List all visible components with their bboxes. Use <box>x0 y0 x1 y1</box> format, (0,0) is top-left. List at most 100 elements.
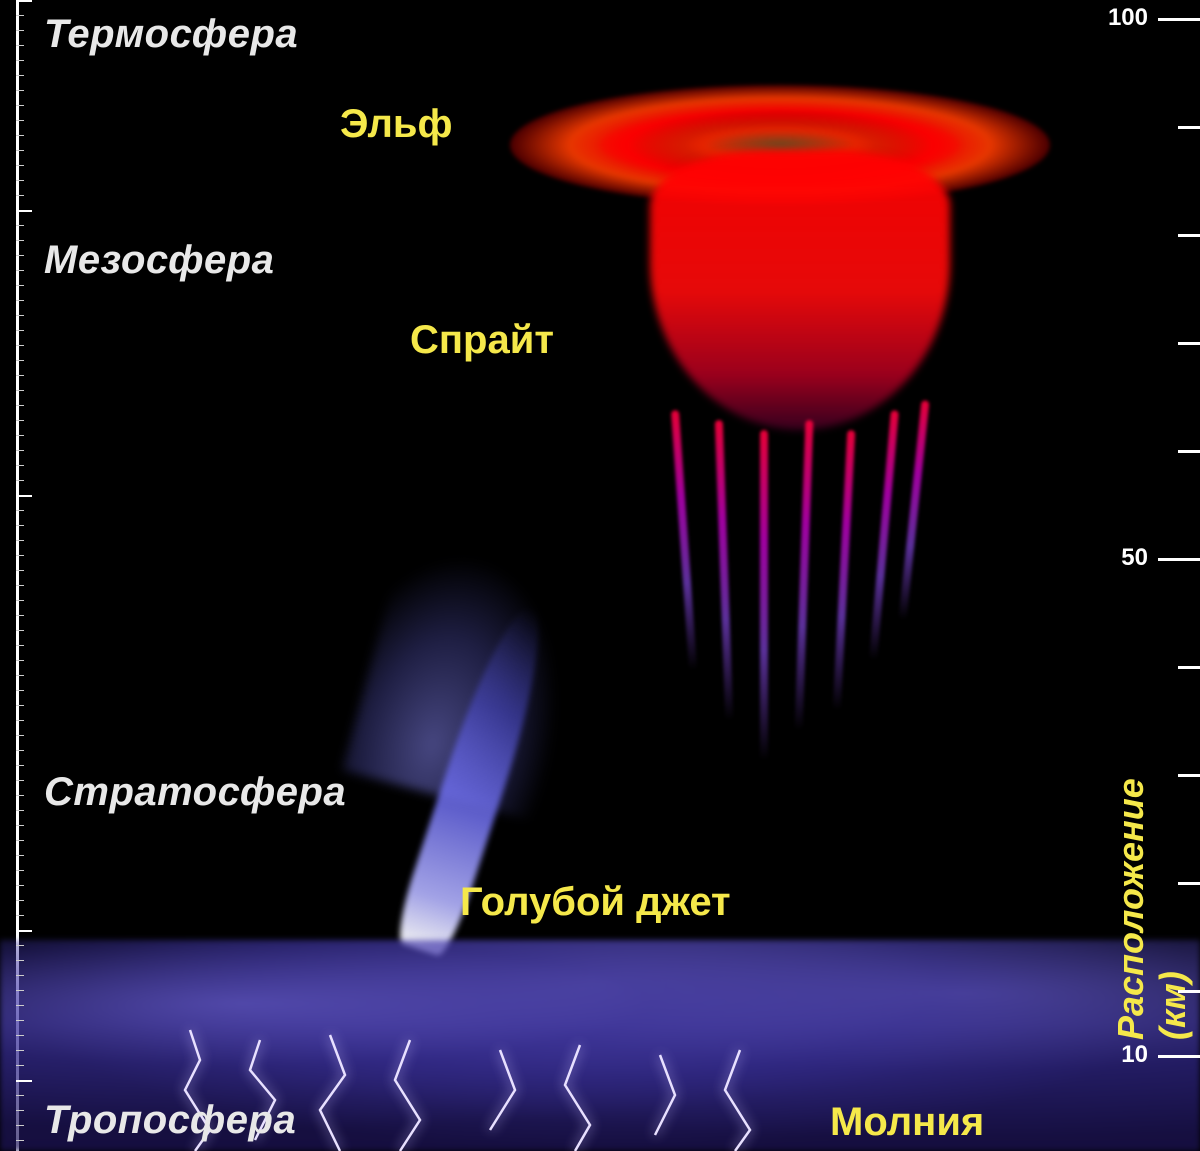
left-ruler-minor-tick <box>16 330 24 331</box>
left-ruler-major-tick <box>16 210 32 212</box>
left-ruler-minor-tick <box>16 90 24 91</box>
left-ruler-minor-tick <box>16 195 24 196</box>
left-ruler-minor-tick <box>16 435 24 436</box>
left-ruler-minor-tick <box>16 810 24 811</box>
left-ruler-minor-tick <box>16 630 24 631</box>
lightning-label: Молния <box>830 1100 984 1145</box>
left-ruler-minor-tick <box>16 420 24 421</box>
altitude-tick <box>1178 126 1200 129</box>
left-ruler-minor-tick <box>16 750 24 751</box>
left-ruler-minor-tick <box>16 825 24 826</box>
left-ruler-minor-tick <box>16 1020 24 1021</box>
left-ruler-minor-tick <box>16 855 24 856</box>
left-ruler-minor-tick <box>16 465 24 466</box>
left-ruler-minor-tick <box>16 345 24 346</box>
left-ruler-minor-tick <box>16 375 24 376</box>
lightning-bolt <box>565 1045 590 1151</box>
left-ruler-minor-tick <box>16 270 24 271</box>
left-ruler-minor-tick <box>16 675 24 676</box>
altitude-tick <box>1178 234 1200 237</box>
lightning-bolt <box>725 1050 750 1151</box>
altitude-tick <box>1158 1055 1200 1058</box>
left-ruler-minor-tick <box>16 525 24 526</box>
altitude-tick <box>1158 558 1200 561</box>
left-ruler-minor-tick <box>16 1095 24 1096</box>
left-ruler-minor-tick <box>16 780 24 781</box>
left-ruler-minor-tick <box>16 585 24 586</box>
left-ruler-minor-tick <box>16 795 24 796</box>
altitude-tick <box>1178 774 1200 777</box>
left-ruler-minor-tick <box>16 180 24 181</box>
altitude-tick <box>1178 666 1200 669</box>
left-ruler-minor-tick <box>16 690 24 691</box>
left-ruler-minor-tick <box>16 225 24 226</box>
lightning-bolt <box>320 1035 345 1151</box>
lightning-bolt <box>490 1050 515 1130</box>
left-ruler-minor-tick <box>16 285 24 286</box>
left-ruler-minor-tick <box>16 1110 24 1111</box>
left-ruler-minor-tick <box>16 720 24 721</box>
left-ruler-minor-tick <box>16 765 24 766</box>
altitude-axis-title: Расположение (км) <box>1110 778 1194 1040</box>
left-ruler-minor-tick <box>16 945 24 946</box>
left-ruler-minor-tick <box>16 990 24 991</box>
left-ruler-minor-tick <box>16 120 24 121</box>
left-ruler-major-tick <box>16 495 32 497</box>
left-ruler-minor-tick <box>16 600 24 601</box>
thermosphere-label: Термосфера <box>44 12 298 57</box>
left-ruler-minor-tick <box>16 60 24 61</box>
left-ruler-minor-tick <box>16 135 24 136</box>
blue-jet-label: Голубой джет <box>460 880 731 925</box>
left-ruler-minor-tick <box>16 645 24 646</box>
left-ruler-minor-tick <box>16 390 24 391</box>
elve-label: Эльф <box>340 102 452 147</box>
left-ruler-minor-tick <box>16 450 24 451</box>
left-ruler-minor-tick <box>16 840 24 841</box>
left-ruler-minor-tick <box>16 105 24 106</box>
left-ruler-minor-tick <box>16 735 24 736</box>
left-ruler-minor-tick <box>16 30 24 31</box>
left-ruler-minor-tick <box>16 1125 24 1126</box>
left-ruler-minor-tick <box>16 315 24 316</box>
left-ruler-minor-tick <box>16 705 24 706</box>
left-ruler-minor-tick <box>16 150 24 151</box>
altitude-tick-label: 10 <box>1121 1041 1148 1069</box>
left-ruler-minor-tick <box>16 915 24 916</box>
lightning-bolts <box>0 0 1200 1151</box>
mesosphere-label: Мезосфера <box>44 238 274 283</box>
left-ruler-major-tick <box>16 930 32 932</box>
left-ruler-minor-tick <box>16 540 24 541</box>
left-ruler-minor-tick <box>16 900 24 901</box>
left-ruler-minor-tick <box>16 360 24 361</box>
left-ruler-minor-tick <box>16 570 24 571</box>
left-ruler-minor-tick <box>16 975 24 976</box>
left-ruler-minor-tick <box>16 885 24 886</box>
left-ruler-minor-tick <box>16 510 24 511</box>
left-ruler-major-tick <box>16 1080 32 1082</box>
left-ruler-minor-tick <box>16 300 24 301</box>
left-ruler-minor-tick <box>16 240 24 241</box>
left-ruler-minor-tick <box>16 960 24 961</box>
altitude-tick <box>1178 882 1200 885</box>
sprite-label: Спрайт <box>410 318 554 363</box>
left-ruler-minor-tick <box>16 75 24 76</box>
left-ruler-minor-tick <box>16 165 24 166</box>
left-ruler-minor-tick <box>16 405 24 406</box>
left-ruler-minor-tick <box>16 45 24 46</box>
left-ruler-minor-tick <box>16 255 24 256</box>
stratosphere-label: Стратосфера <box>44 770 346 815</box>
left-ruler-minor-tick <box>16 1050 24 1051</box>
altitude-tick <box>1158 18 1200 21</box>
altitude-tick <box>1178 450 1200 453</box>
left-ruler-minor-tick <box>16 615 24 616</box>
left-ruler-minor-tick <box>16 1065 24 1066</box>
left-ruler-minor-tick <box>16 15 24 16</box>
troposphere-label: Тропосфера <box>44 1098 296 1143</box>
left-ruler-minor-tick <box>16 1140 24 1141</box>
altitude-tick-label: 50 <box>1121 544 1148 572</box>
altitude-tick <box>1178 342 1200 345</box>
left-ruler-minor-tick <box>16 480 24 481</box>
lightning-bolt <box>655 1055 675 1135</box>
left-ruler-minor-tick <box>16 660 24 661</box>
left-ruler-minor-tick <box>16 1005 24 1006</box>
